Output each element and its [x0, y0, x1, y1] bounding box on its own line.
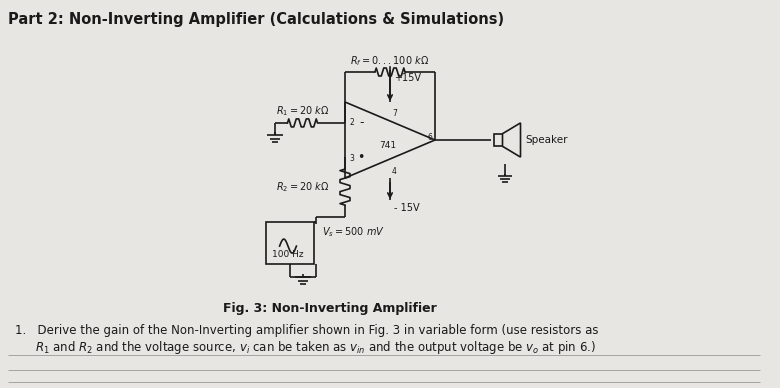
Text: 2: 2	[349, 118, 354, 127]
Text: +15V: +15V	[394, 73, 421, 83]
Text: $V_s = 500\ mV$: $V_s = 500\ mV$	[322, 225, 385, 239]
Text: 1.   Derive the gain of the Non-Inverting amplifier shown in Fig. 3 in variable : 1. Derive the gain of the Non-Inverting …	[15, 324, 598, 337]
Text: $R_1 = 20\ k\Omega$: $R_1 = 20\ k\Omega$	[275, 104, 329, 118]
Text: 100 Hz: 100 Hz	[272, 250, 304, 259]
Text: - 15V: - 15V	[394, 203, 420, 213]
Text: $R_2 = 20\ k\Omega$: $R_2 = 20\ k\Omega$	[276, 180, 330, 194]
FancyBboxPatch shape	[266, 222, 314, 264]
Text: 6: 6	[427, 132, 432, 142]
Polygon shape	[502, 123, 520, 157]
Text: 3: 3	[349, 154, 354, 163]
Text: •: •	[357, 151, 364, 164]
Text: Speaker: Speaker	[525, 135, 568, 145]
Polygon shape	[345, 102, 435, 178]
Text: -: -	[359, 116, 363, 130]
Text: $R_f = 0...100\ k\Omega$: $R_f = 0...100\ k\Omega$	[350, 54, 430, 68]
Text: Fig. 3: Non-Inverting Amplifier: Fig. 3: Non-Inverting Amplifier	[223, 302, 437, 315]
Bar	[494, 134, 502, 146]
Text: 4: 4	[392, 166, 397, 175]
Text: $R_1$ and $R_2$ and the voltage source, $v_i$ can be taken as $v_{in}$ and the o: $R_1$ and $R_2$ and the voltage source, …	[35, 339, 596, 356]
Text: Part 2: Non-Inverting Amplifier (Calculations & Simulations): Part 2: Non-Inverting Amplifier (Calcula…	[8, 12, 504, 27]
Text: 7: 7	[392, 109, 397, 118]
Text: 741: 741	[379, 140, 396, 149]
